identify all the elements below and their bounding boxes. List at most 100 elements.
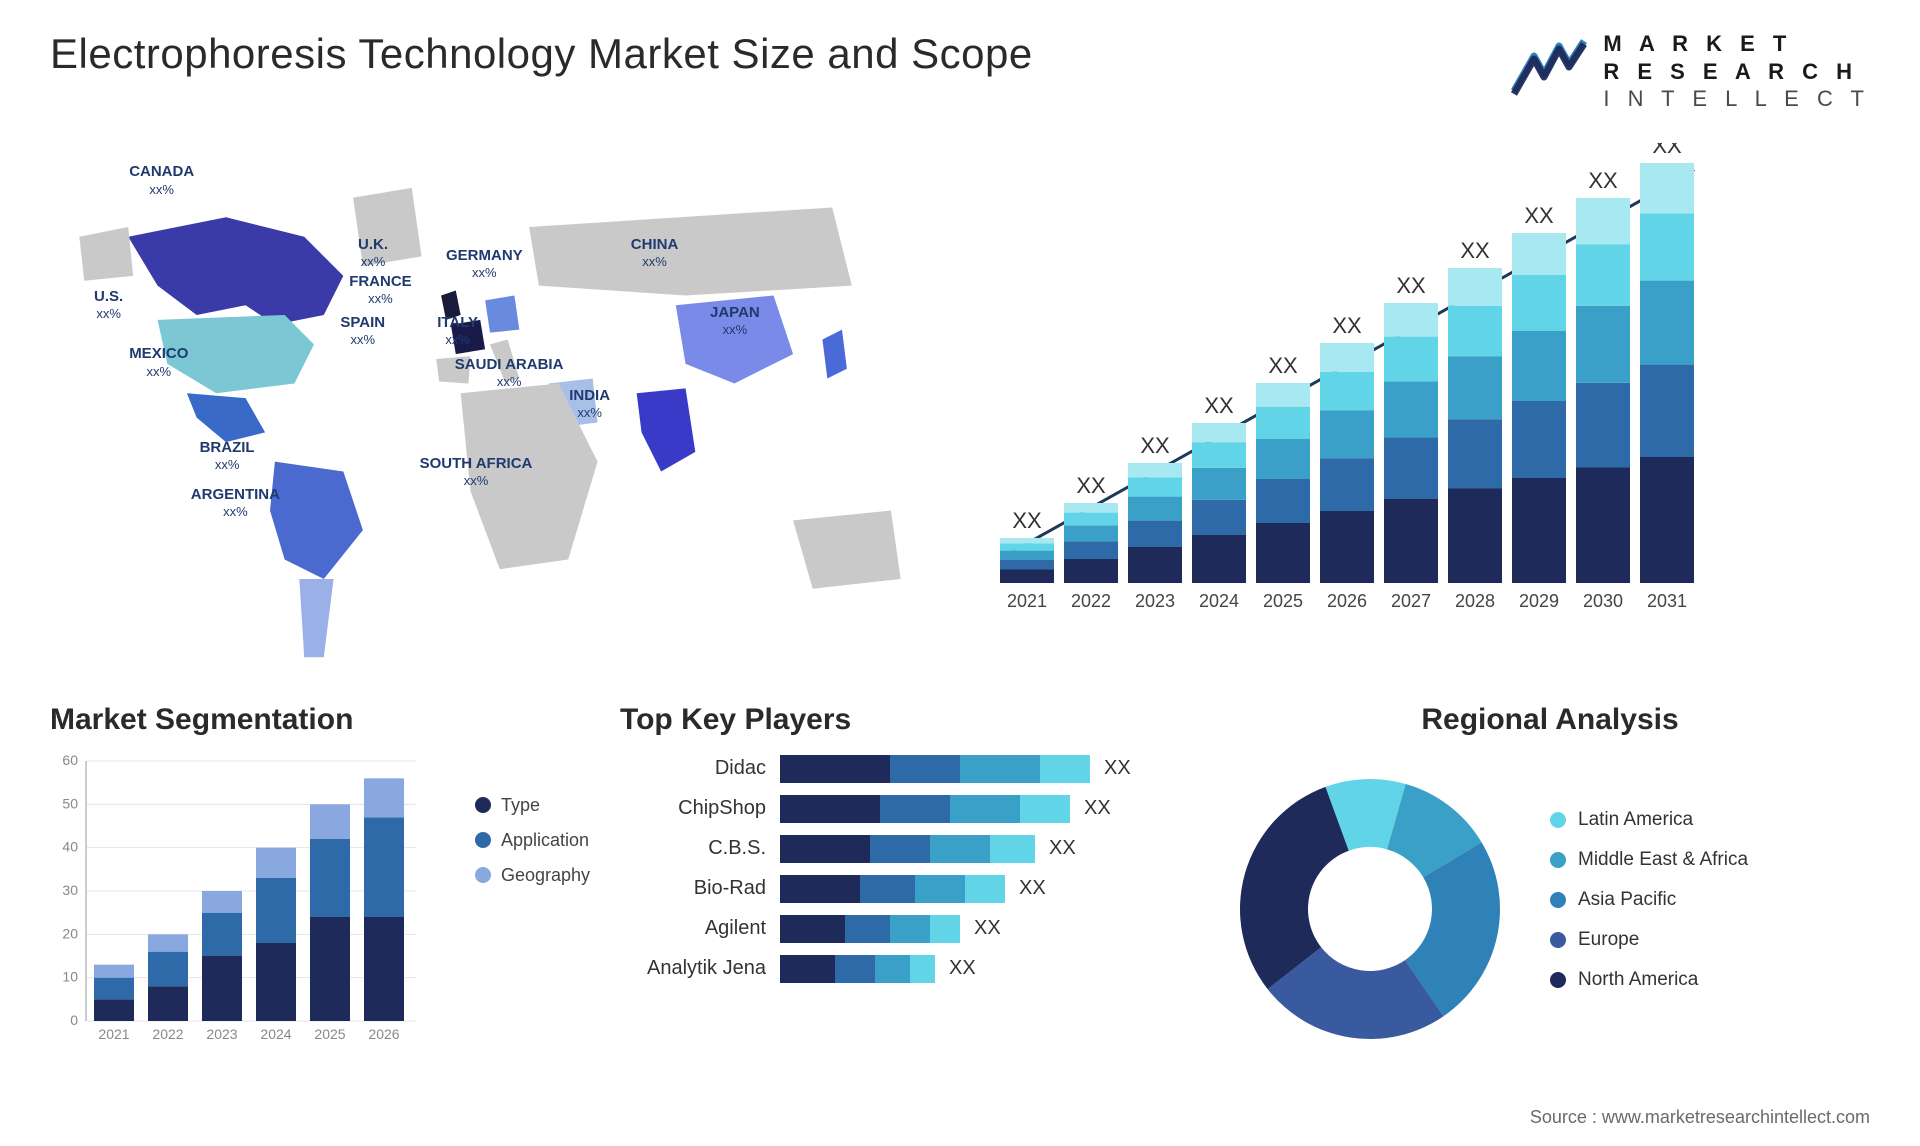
legend-label: Latin America <box>1578 809 1693 831</box>
seg-bar-seg <box>364 817 404 917</box>
growth-bar-seg <box>1000 538 1054 543</box>
growth-bar-seg <box>1448 305 1502 355</box>
growth-value-label: XX <box>1460 238 1490 263</box>
map-label-saudi-arabia: SAUDI ARABIAxx% <box>455 356 564 391</box>
logo-text: M A R K E T R E S E A R C H I N T E L L … <box>1603 30 1870 113</box>
growth-bar-seg <box>1128 547 1182 583</box>
growth-year-label: 2027 <box>1391 591 1431 611</box>
players-value: XX <box>935 957 976 980</box>
players-label: ChipShop <box>620 797 780 820</box>
seg-xtick: 2022 <box>152 1026 183 1042</box>
legend-label: North America <box>1578 969 1698 991</box>
map-label-spain: SPAINxx% <box>340 314 385 349</box>
seg-bar-seg <box>310 839 350 917</box>
players-title: Top Key Players <box>620 703 1180 737</box>
growth-bar-seg <box>1640 280 1694 364</box>
legend-dot-icon <box>1550 852 1566 868</box>
regional-donut-chart <box>1230 769 1510 1049</box>
growth-year-label: 2026 <box>1327 591 1367 611</box>
seg-xtick: 2026 <box>368 1026 399 1042</box>
growth-bar-seg <box>1576 305 1630 382</box>
legend-dot-icon <box>1550 972 1566 988</box>
growth-year-label: 2030 <box>1583 591 1623 611</box>
growth-value-label: XX <box>1076 473 1106 498</box>
regional-legend-item: Latin America <box>1550 809 1748 831</box>
seg-ytick: 10 <box>62 968 78 984</box>
growth-bar-seg <box>1640 364 1694 456</box>
seg-bar-seg <box>94 999 134 1021</box>
map-label-india: INDIAxx% <box>569 387 610 422</box>
growth-bar-seg <box>1640 163 1694 213</box>
growth-bar-seg <box>1512 233 1566 275</box>
players-bar-seg <box>880 795 950 823</box>
players-bar <box>780 875 1005 903</box>
players-panel: Top Key Players DidacXXChipShopXXC.B.S.X… <box>620 703 1180 1063</box>
growth-year-label: 2029 <box>1519 591 1559 611</box>
logo-icon <box>1509 36 1589 106</box>
growth-bar-seg <box>1000 569 1054 583</box>
growth-bar-seg <box>1384 303 1438 337</box>
regional-legend-item: Asia Pacific <box>1550 889 1748 911</box>
players-value: XX <box>1035 837 1076 860</box>
growth-bar-seg <box>1640 457 1694 583</box>
growth-bar-seg <box>1256 523 1310 583</box>
players-bar-seg <box>835 955 875 983</box>
legend-dot-icon <box>475 797 491 813</box>
regional-panel: Regional Analysis Latin America Middle Ea… <box>1230 703 1870 1063</box>
world-map-panel: CANADAxx%U.S.xx%MEXICOxx%BRAZILxx%ARGENT… <box>50 143 930 663</box>
players-label: Didac <box>620 757 780 780</box>
seg-bar-seg <box>94 977 134 999</box>
regional-title: Regional Analysis <box>1230 703 1870 737</box>
players-bar-seg <box>780 835 870 863</box>
map-region-eu-germany <box>485 295 519 332</box>
map-label-south-africa: SOUTH AFRICAxx% <box>420 455 533 490</box>
players-bar-seg <box>845 915 890 943</box>
growth-bar-seg <box>1192 535 1246 583</box>
map-label-argentina: ARGENTINAxx% <box>191 486 280 521</box>
players-label: Bio-Rad <box>620 877 780 900</box>
players-value: XX <box>960 917 1001 940</box>
source-attribution: Source : www.marketresearchintellect.com <box>1530 1107 1870 1128</box>
players-bar <box>780 755 1090 783</box>
map-region-as-india <box>637 388 696 471</box>
players-bar-seg <box>950 795 1020 823</box>
players-value: XX <box>1070 797 1111 820</box>
seg-bar-seg <box>256 943 296 1021</box>
seg-bar-seg <box>202 891 242 913</box>
growth-value-label: XX <box>1268 353 1298 378</box>
segmentation-chart: 0102030405060202120222023202420252026 <box>50 755 430 1065</box>
legend-label: Middle East & Africa <box>1578 849 1748 871</box>
seg-ytick: 20 <box>62 925 78 941</box>
page-title: Electrophoresis Technology Market Size a… <box>50 30 1033 78</box>
seg-bar-seg <box>364 917 404 1021</box>
growth-value-label: XX <box>1332 313 1362 338</box>
growth-chart-panel: XX2021XX2022XX2023XX2024XX2025XX2026XX20… <box>990 143 1870 663</box>
growth-year-label: 2022 <box>1071 591 1111 611</box>
players-bar-seg <box>990 835 1035 863</box>
players-row: C.B.S.XX <box>620 835 1180 863</box>
growth-bar-seg <box>1256 479 1310 523</box>
map-label-germany: GERMANYxx% <box>446 247 523 282</box>
players-bar <box>780 795 1070 823</box>
growth-bar-seg <box>1256 407 1310 439</box>
players-row: DidacXX <box>620 755 1180 783</box>
segmentation-panel: Market Segmentation 01020304050602021202… <box>50 703 570 1063</box>
seg-bar-seg <box>202 912 242 955</box>
growth-bar-seg <box>1192 499 1246 534</box>
players-row: ChipShop XX <box>620 795 1180 823</box>
players-bar-seg <box>780 875 860 903</box>
growth-bar-seg <box>1192 467 1246 499</box>
growth-bar-seg <box>1448 419 1502 488</box>
legend-dot-icon <box>1550 892 1566 908</box>
players-bar <box>780 915 960 943</box>
world-map <box>50 143 930 663</box>
regional-legend-item: North America <box>1550 969 1748 991</box>
players-bar-seg <box>1020 795 1070 823</box>
growth-year-label: 2021 <box>1007 591 1047 611</box>
growth-value-label: XX <box>1140 433 1170 458</box>
players-bar-seg <box>890 755 960 783</box>
growth-bar-seg <box>1064 525 1118 541</box>
growth-bar-seg <box>1320 371 1374 409</box>
map-label-japan: JAPANxx% <box>710 304 760 339</box>
players-bar <box>780 835 1035 863</box>
